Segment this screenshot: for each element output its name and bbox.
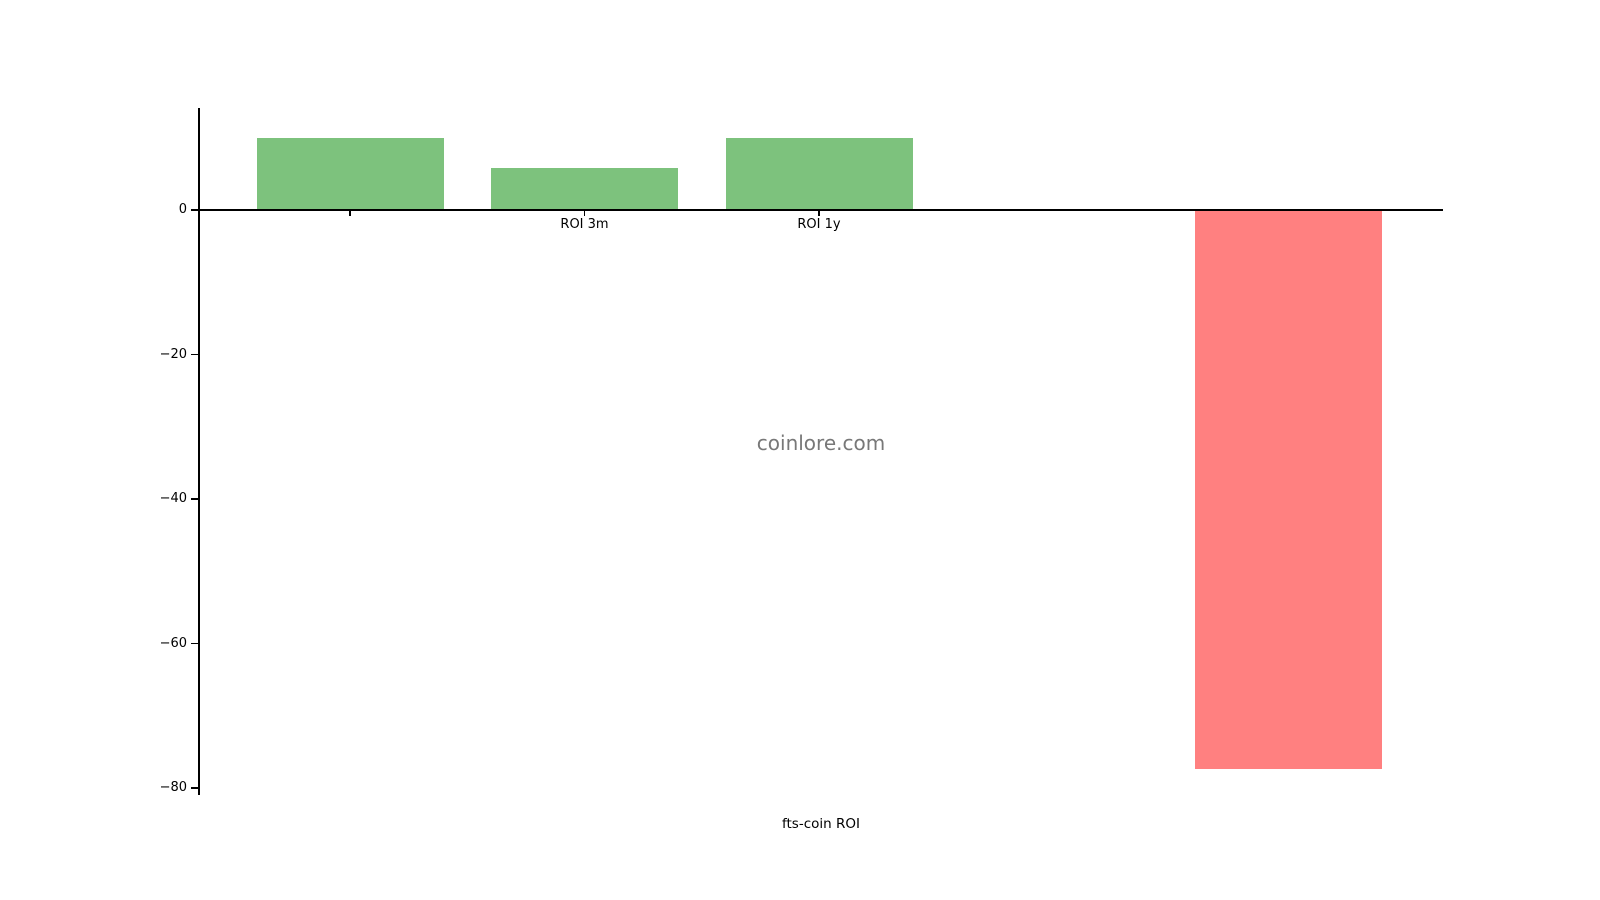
y-tick-label: −40 bbox=[159, 491, 187, 507]
y-tick-mark bbox=[191, 353, 198, 356]
bar-roi-1y bbox=[725, 137, 913, 210]
y-tick-mark bbox=[191, 787, 198, 789]
y-tick-label: 0 bbox=[178, 202, 187, 217]
y-tick-mark bbox=[191, 209, 198, 211]
watermark: coinlore.com bbox=[756, 431, 886, 455]
x-tick-mark bbox=[349, 211, 351, 216]
y-tick-mark bbox=[191, 642, 198, 645]
y-tick-mark bbox=[191, 498, 198, 500]
y-tick-label: −20 bbox=[159, 346, 187, 362]
x-tick-label: ROI 3m bbox=[560, 217, 609, 232]
y-tick-label: −80 bbox=[159, 780, 187, 796]
bar-slot-4 bbox=[1194, 210, 1382, 770]
y-tick-label: −60 bbox=[159, 635, 187, 651]
x-tick-mark bbox=[818, 211, 820, 216]
x-tick-mark bbox=[583, 211, 586, 216]
bar-slot-0 bbox=[256, 137, 444, 210]
x-axis-zero-line bbox=[198, 209, 1443, 211]
bar-roi-3m bbox=[491, 168, 678, 210]
x-tick-label: ROI 1y bbox=[797, 217, 841, 232]
y-axis-line bbox=[198, 108, 200, 795]
chart-title: fts-coin ROI bbox=[782, 816, 860, 832]
